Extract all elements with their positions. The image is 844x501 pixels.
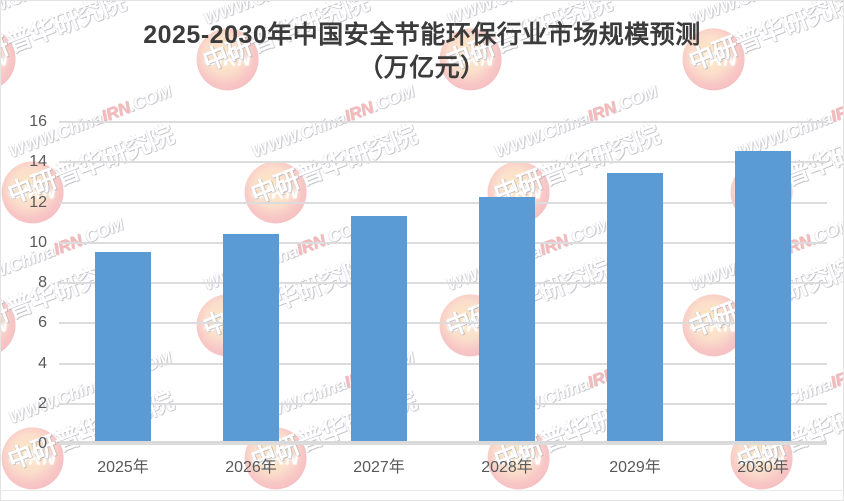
gridline: 4 [38,355,827,372]
gridline: 8 [38,274,827,291]
bar[interactable] [351,215,407,443]
plot-area: 16 14 12 10 8 6 4 2 0 [29,113,827,452]
bar[interactable] [223,233,279,443]
bar[interactable] [735,151,791,443]
watermark-logo-icon: CIRN [1,427,64,490]
x-axis-category-label: 2026年 [225,459,277,476]
bar-slot [315,121,443,443]
bar-slot [699,121,827,443]
gridline: 0 [38,435,827,452]
chart-title-line-1: 2025-2030年中国安全节能环保行业市场规模预测 [143,21,701,49]
y-axis-tick-label: 0 [38,435,47,452]
category-axis: 2025年 2026年 2027年 2028年 2029年 2030年 [59,453,827,483]
bar[interactable] [95,251,151,443]
y-axis-tick-label: 6 [38,314,47,332]
y-axis-tick-label: 4 [38,354,47,372]
bar-slot [571,121,699,443]
bar[interactable] [479,197,535,443]
chart-title-line-2: （万亿元） [358,54,486,82]
gridline: 16 [29,113,827,130]
y-axis-tick-label: 2 [38,394,47,412]
x-axis-category-label: 2028年 [481,459,533,476]
bar[interactable] [607,173,663,443]
y-axis-tick-label: 8 [38,274,47,291]
y-axis-tick-label: 10 [29,233,47,251]
y-axis-tick-label: 14 [29,153,47,171]
chart-title: 2025-2030年中国安全节能环保行业市场规模预测 （万亿元） [1,19,843,85]
y-axis-tick-label: 16 [29,113,47,130]
bar-slot [59,121,187,443]
watermark-logo-icon: CIRN [1,294,16,357]
gridline: 10 [29,234,827,251]
bar-slot [187,121,315,443]
x-axis-category-label: 2030年 [737,459,789,476]
y-axis-tick-label: 12 [29,193,47,211]
bars-layer [59,121,827,443]
axis-divider [1,490,843,491]
x-axis-category-label: 2025年 [97,459,149,476]
x-axis-category-label: 2029年 [609,459,661,476]
bar-slot [443,121,571,443]
axis-baseline [59,441,827,443]
gridline: 2 [38,395,827,412]
x-axis-category-label: 2027年 [353,459,405,476]
